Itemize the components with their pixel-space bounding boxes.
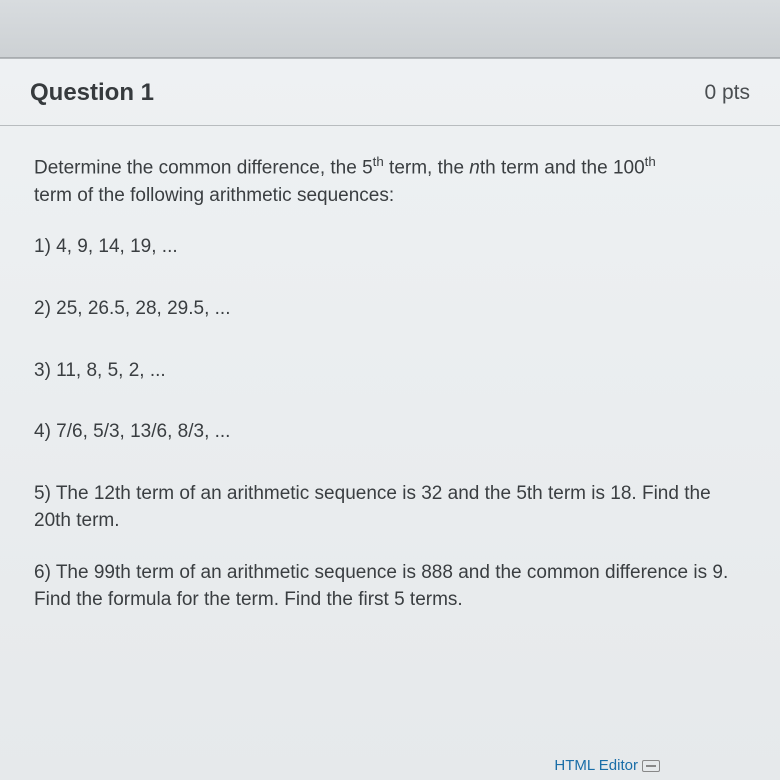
problem-2: 2) 25, 26.5, 28, 29.5, ... [34,295,746,323]
top-bar [0,0,780,58]
html-editor-label: HTML Editor [554,757,638,774]
intro-part4: term of the following arithmetic sequenc… [34,185,394,206]
html-editor-link[interactable]: HTML Editor [554,757,660,774]
intro-part2: term, the [384,157,470,178]
question-card: Question 1 0 pts Determine the common di… [0,58,780,780]
problem-4: 4) 7/6, 5/3, 13/6, 8/3, ... [34,418,746,446]
question-header: Question 1 0 pts [0,59,780,126]
question-title: Question 1 [30,79,154,107]
points-label: 0 pts [704,81,750,105]
intro-part3: th term and the 100 [480,157,645,178]
problem-3: 3) 11, 8, 5, 2, ... [34,357,746,385]
problem-6: 6) The 99th term of an arithmetic sequen… [34,559,746,614]
intro-text: Determine the common difference, the 5th… [34,152,746,209]
intro-sup1: th [373,154,384,169]
problem-5: 5) The 12th term of an arithmetic sequen… [34,480,746,535]
intro-nth: n [469,157,480,178]
question-body: Determine the common difference, the 5th… [0,126,780,614]
problem-1: 1) 4, 9, 14, 19, ... [34,233,746,261]
intro-part1: Determine the common difference, the 5 [34,157,373,178]
intro-sup2: th [645,154,656,169]
keyboard-icon [642,760,660,772]
